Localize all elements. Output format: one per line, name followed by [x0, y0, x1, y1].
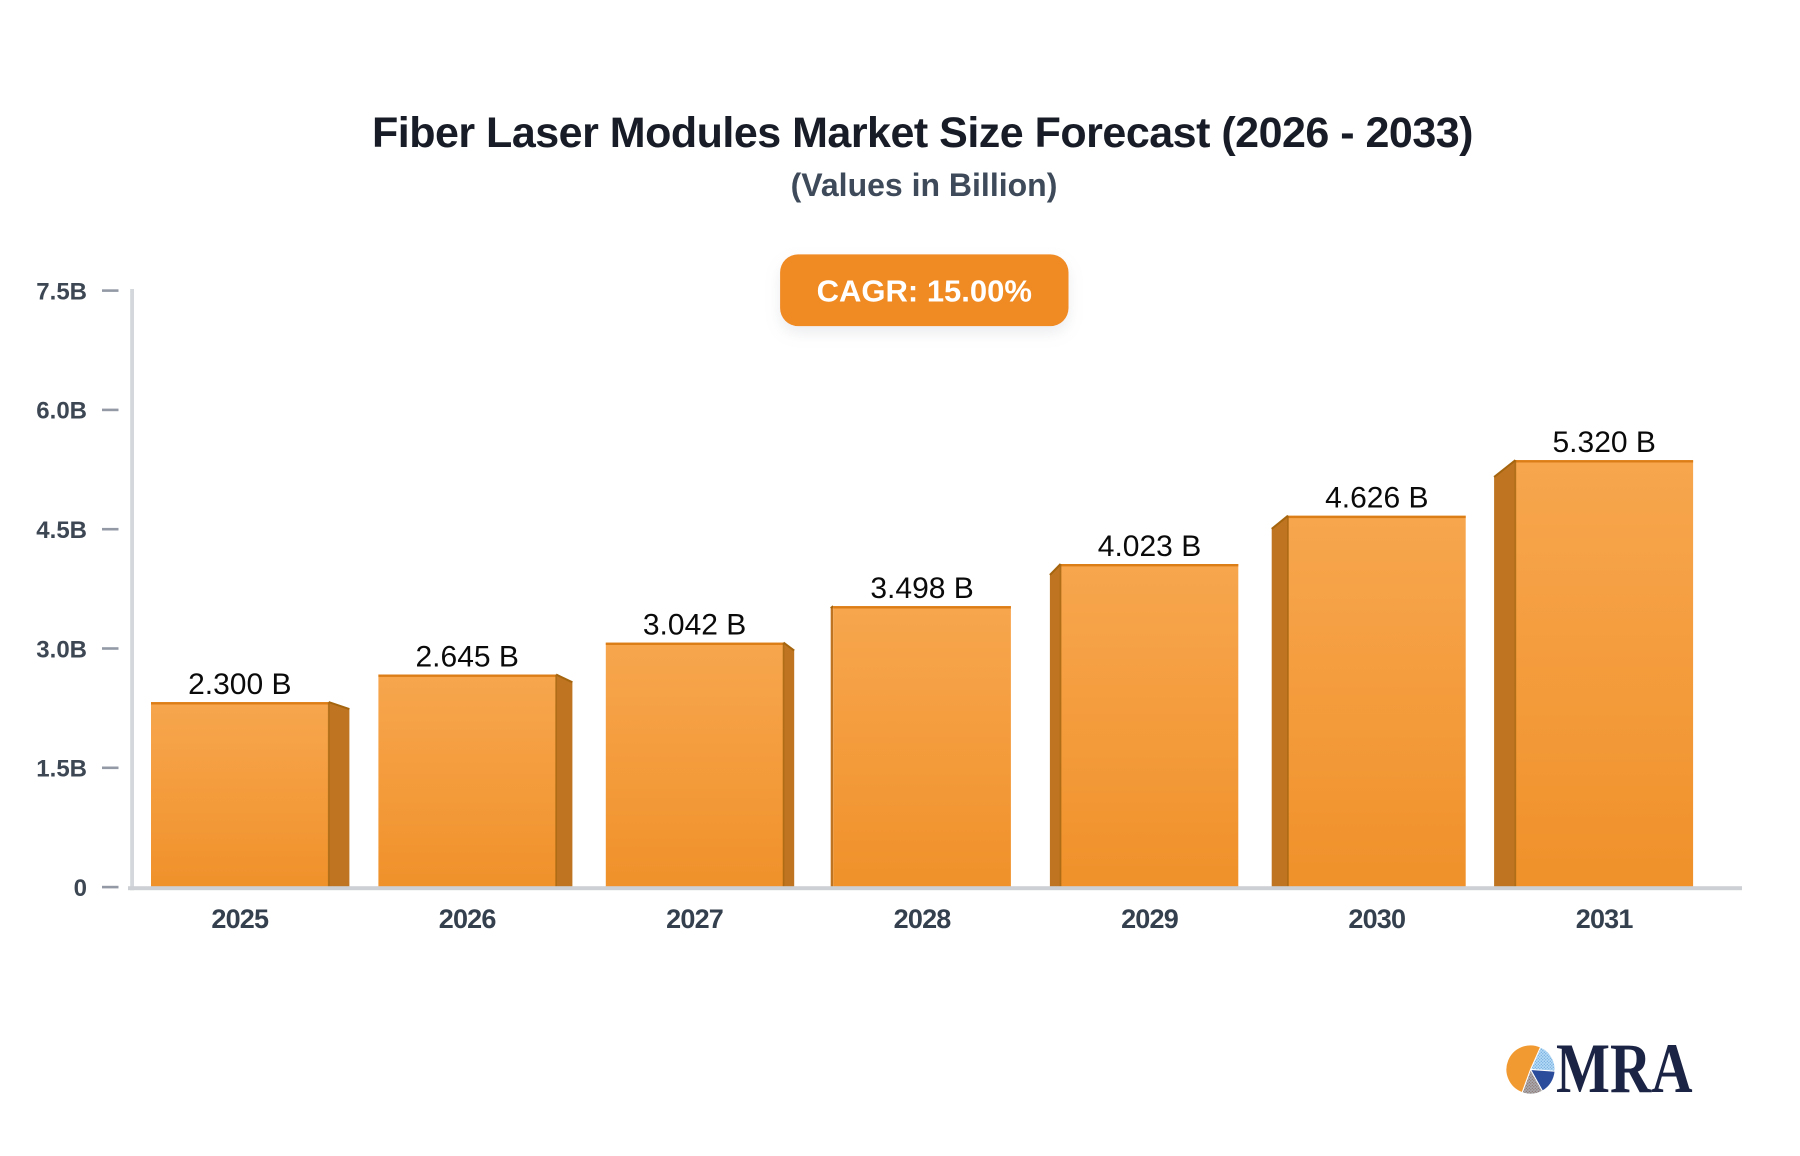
svg-text:3.042 B: 3.042 B: [643, 609, 746, 642]
svg-text:1.5B: 1.5B: [36, 756, 87, 783]
svg-text:4.626 B: 4.626 B: [1325, 482, 1428, 515]
svg-text:2.300 B: 2.300 B: [188, 668, 291, 701]
svg-text:4.5B: 4.5B: [36, 517, 87, 544]
svg-text:2030: 2030: [1348, 904, 1405, 934]
svg-text:CAGR: 15.00%: CAGR: 15.00%: [817, 274, 1032, 309]
svg-text:6.0B: 6.0B: [36, 398, 87, 425]
svg-text:3.0B: 3.0B: [36, 636, 87, 663]
svg-text:2031: 2031: [1576, 904, 1634, 934]
svg-text:4.023 B: 4.023 B: [1098, 530, 1201, 563]
svg-text:2026: 2026: [439, 904, 497, 934]
svg-text:2025: 2025: [211, 904, 269, 934]
svg-text:(Values in Billion): (Values in Billion): [791, 167, 1058, 203]
svg-text:7.5B: 7.5B: [36, 278, 87, 305]
svg-text:3.498 B: 3.498 B: [870, 572, 973, 605]
svg-text:2028: 2028: [894, 904, 952, 934]
svg-text:MRA: MRA: [1556, 1030, 1693, 1108]
svg-text:0: 0: [74, 875, 87, 902]
svg-text:2029: 2029: [1121, 904, 1179, 934]
svg-text:Fiber Laser Modules Market Siz: Fiber Laser Modules Market Size Forecast…: [372, 109, 1473, 157]
svg-text:2.645 B: 2.645 B: [415, 641, 518, 674]
svg-text:2027: 2027: [666, 904, 723, 934]
svg-text:5.320 B: 5.320 B: [1552, 426, 1655, 459]
